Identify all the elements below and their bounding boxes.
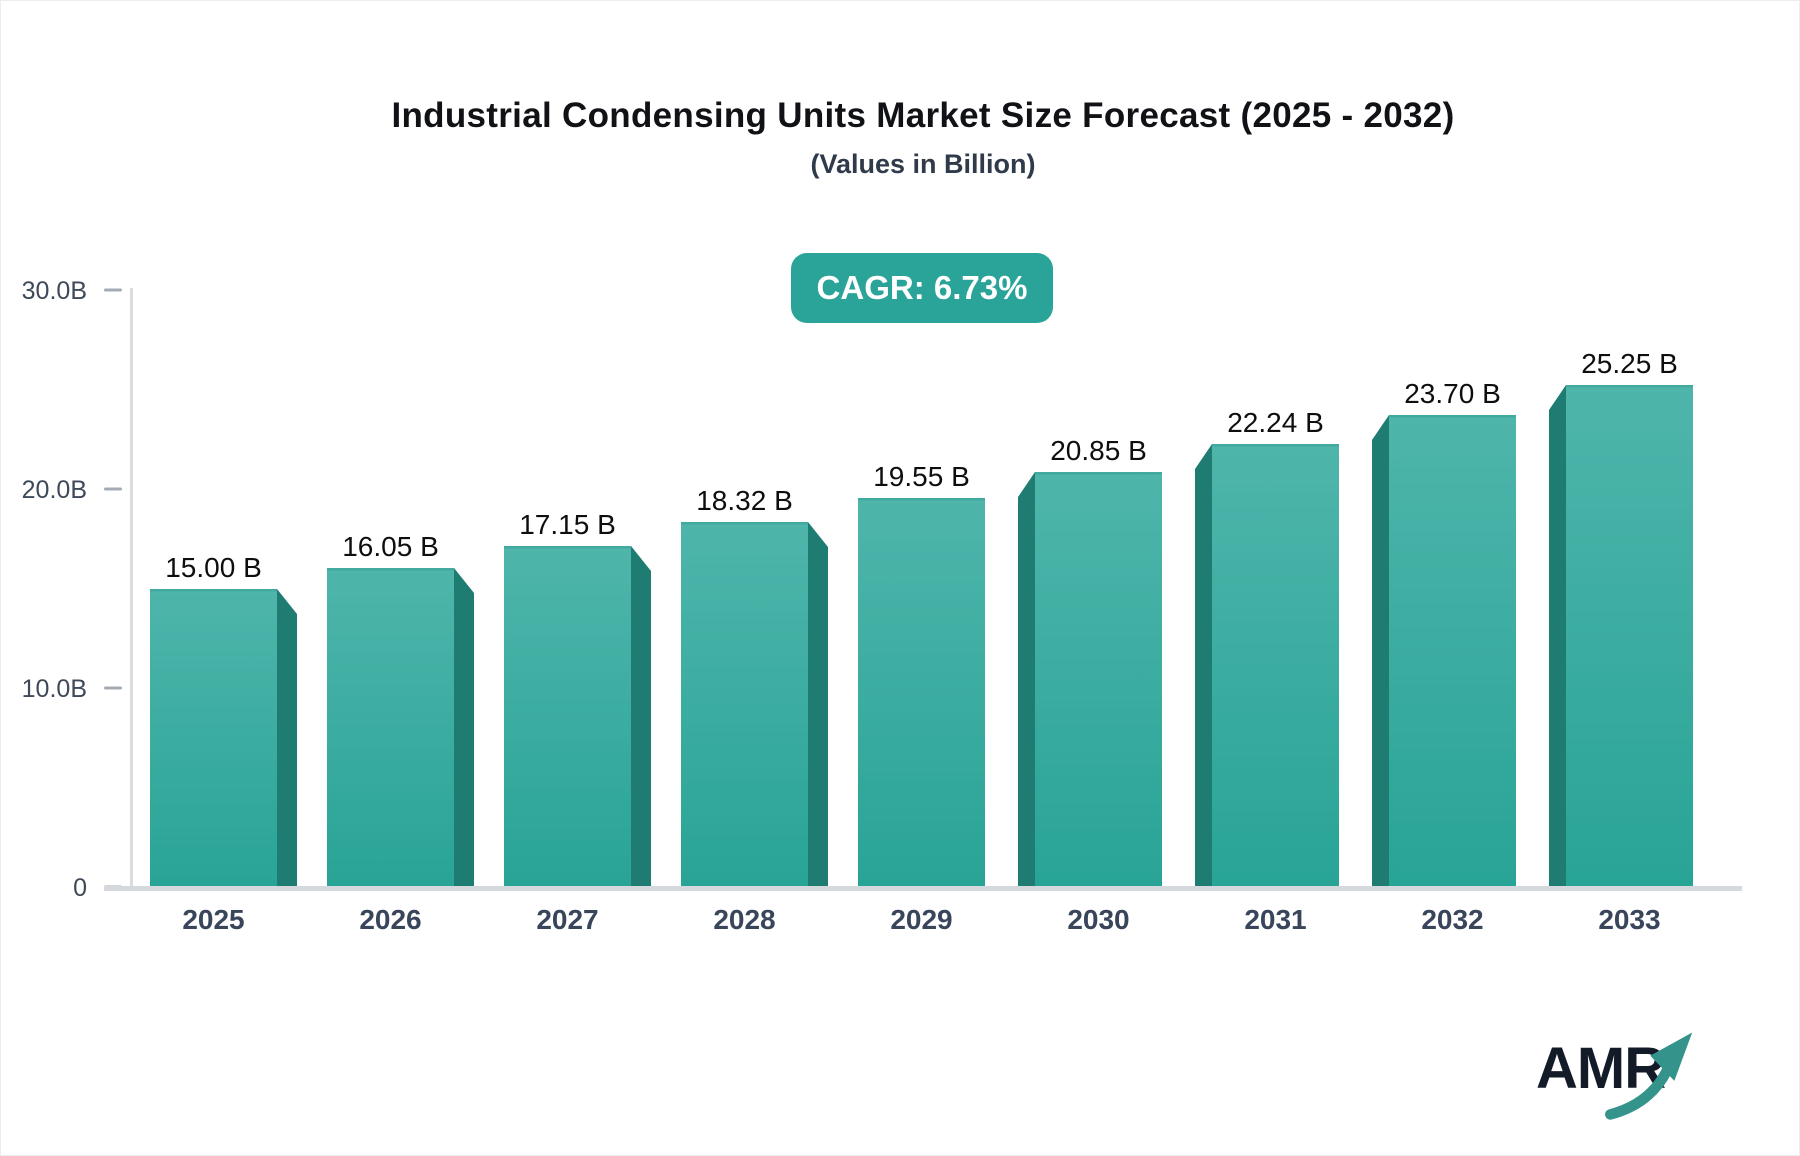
bar-side-2031 (1195, 444, 1212, 886)
x-axis-label-2029: 2029 (890, 904, 952, 935)
amr-logo: AMR (1534, 1022, 1754, 1132)
bar-2032 (1389, 415, 1516, 886)
y-axis-tick (104, 686, 122, 690)
bar-2033 (1566, 385, 1693, 886)
x-axis-label-2027: 2027 (536, 904, 598, 935)
bar-2026 (327, 568, 454, 886)
x-axis-label-2033: 2033 (1598, 904, 1660, 935)
bar-side-2032 (1372, 415, 1389, 886)
y-axis-tick (104, 487, 122, 491)
y-axis-label: 30.0B (22, 277, 87, 305)
x-axis-label-2026: 2026 (359, 904, 421, 935)
bar-value-label-2028: 18.32 B (696, 485, 793, 516)
chart-subtitle: (Values in Billion) (810, 149, 1036, 179)
x-axis-label-2031: 2031 (1244, 904, 1306, 935)
bar-side-2027 (631, 546, 651, 886)
y-axis-label: 0 (73, 874, 87, 902)
bar-value-label-2027: 17.15 B (519, 509, 616, 540)
x-axis-label-2030: 2030 (1067, 904, 1129, 935)
y-axis-label: 10.0B (22, 675, 87, 703)
cagr-badge: CAGR: 6.73% (791, 253, 1053, 323)
amr-logo-text: AMR (1536, 1036, 1666, 1101)
y-axis-label: 20.0B (22, 476, 87, 504)
bar-side-2025 (277, 589, 297, 886)
growth-arrow-icon (1605, 1032, 1693, 1120)
x-axis-baseline (104, 886, 1742, 891)
x-axis-label-2025: 2025 (182, 904, 244, 935)
bar-value-label-2030: 20.85 B (1050, 435, 1147, 466)
y-axis-line (130, 288, 133, 891)
x-axis-label-2032: 2032 (1421, 904, 1483, 935)
bar-2028 (681, 522, 808, 886)
bar-side-2026 (454, 568, 474, 886)
bar-2027 (504, 546, 631, 886)
bar-value-label-2033: 25.25 B (1581, 348, 1678, 379)
bar-side-2028 (808, 522, 828, 886)
bar-value-label-2025: 15.00 B (165, 552, 262, 583)
x-axis-label-2028: 2028 (713, 904, 775, 935)
y-axis-tick (104, 288, 122, 292)
bar-value-label-2026: 16.05 B (342, 531, 439, 562)
bar-2031 (1212, 444, 1339, 886)
bar-side-2030 (1018, 472, 1035, 886)
bar-value-label-2031: 22.24 B (1227, 407, 1324, 438)
bar-side-2033 (1549, 385, 1566, 886)
chart-title: Industrial Condensing Units Market Size … (391, 96, 1455, 135)
bar-2029 (858, 498, 985, 886)
bar-value-label-2029: 19.55 B (873, 461, 970, 492)
bar-value-label-2032: 23.70 B (1404, 378, 1501, 409)
bar-2030 (1035, 472, 1162, 886)
bar-2025 (150, 589, 277, 886)
